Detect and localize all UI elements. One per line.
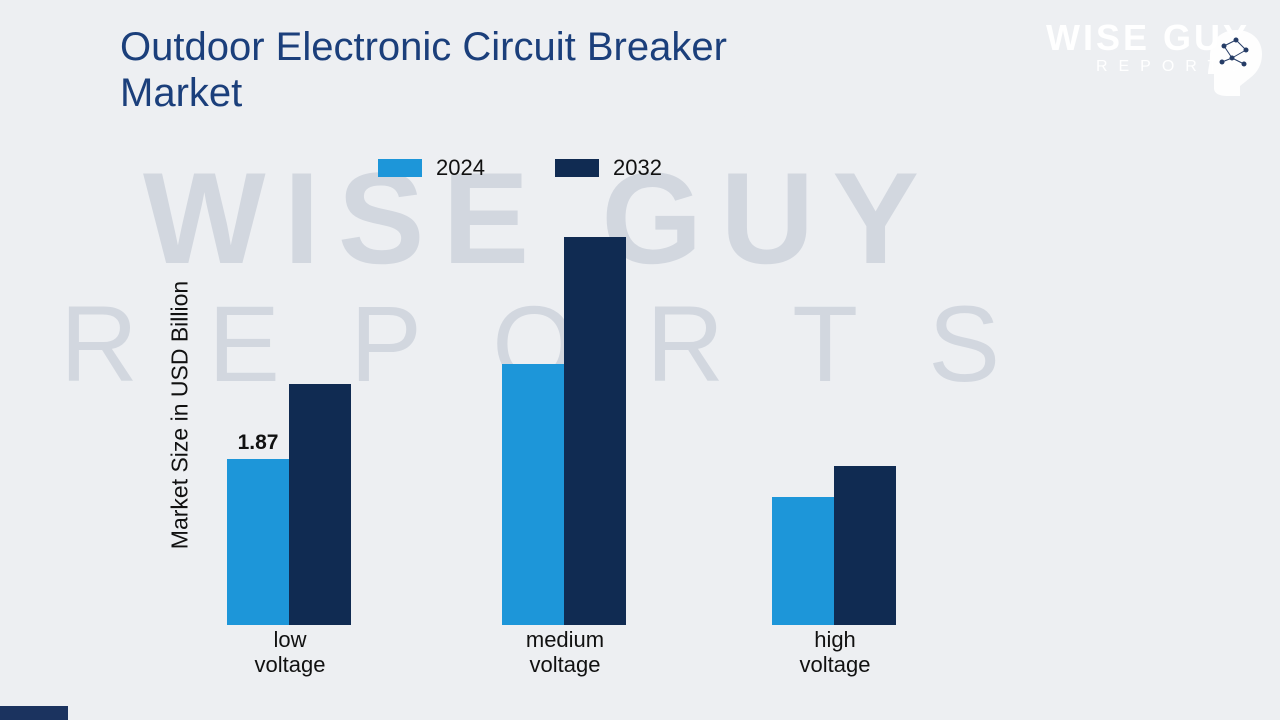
legend-swatch-2032 [555,159,599,177]
bar: 1.87 [227,459,289,625]
legend-swatch-2024 [378,159,422,177]
category-label-line2: voltage [480,652,650,677]
legend-item-2024: 2024 [378,155,485,181]
category-label: lowvoltage [205,627,375,678]
chart-title: Outdoor Electronic Circuit Breaker Marke… [120,24,840,116]
category-label-line2: voltage [750,652,920,677]
legend-label-2024: 2024 [436,155,485,181]
plot-area: 1.87 [150,200,950,625]
bar [834,466,896,625]
bar [502,364,564,625]
legend-item-2032: 2032 [555,155,662,181]
category-label-line1: high [750,627,920,652]
brand-head-icon [1206,28,1266,98]
category-label: highvoltage [750,627,920,678]
brand-logo: WISE GUY REPORTS [1046,20,1250,76]
bottom-accent-strip [0,706,68,720]
legend: 2024 2032 [70,155,970,181]
bar [564,237,626,625]
category-label-line1: low [205,627,375,652]
category-label: mediumvoltage [480,627,650,678]
category-label-line2: voltage [205,652,375,677]
legend-label-2032: 2032 [613,155,662,181]
figure-stage: WISE GUY REPORTS WISE GUY REPORTS Outdoo… [0,0,1280,720]
bar [772,497,834,625]
bar-value-label: 1.87 [238,431,279,459]
bar [289,384,351,625]
chart-area: Market Size in USD Billion 2024 2032 1.8… [70,155,970,675]
category-label-line1: medium [480,627,650,652]
